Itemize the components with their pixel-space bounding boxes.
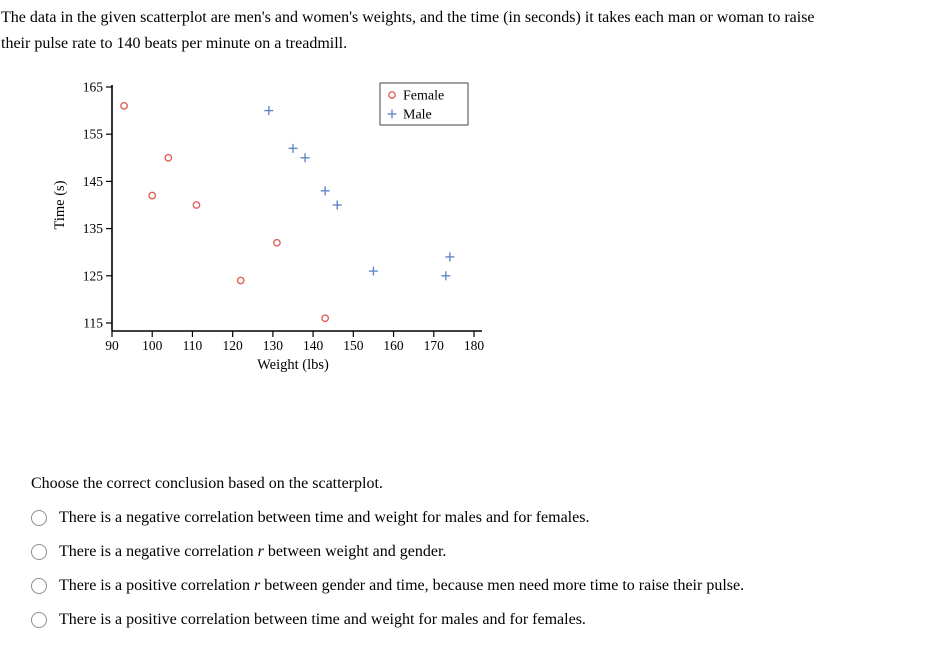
option-2-text: There is a negative correlation <box>59 543 258 560</box>
option-3-text: There is a positive correlation <box>59 577 255 594</box>
y-tick-label: 155 <box>83 127 104 142</box>
option-1-text: There is a negative correlation between … <box>59 509 590 526</box>
radio-button-option-4[interactable] <box>31 612 47 628</box>
problem-statement-line1: The data in the given scatterplot are me… <box>1 9 815 26</box>
y-tick-label: 145 <box>83 174 104 189</box>
option-3-text-post: between gender and time, because men nee… <box>260 577 745 594</box>
option-2-label: There is a negative correlation r betwee… <box>59 542 446 562</box>
question-block: Choose the correct conclusion based on t… <box>31 474 744 630</box>
option-4-text: There is a positive correlation between … <box>59 611 586 628</box>
y-tick-label: 165 <box>83 80 104 95</box>
x-tick-label: 120 <box>223 338 244 353</box>
y-tick-label: 125 <box>83 268 104 283</box>
x-tick-label: 180 <box>464 338 485 353</box>
problem-statement: The data in the given scatterplot are me… <box>1 5 925 57</box>
y-tick-label: 135 <box>83 221 104 236</box>
answer-option-4[interactable]: There is a positive correlation between … <box>31 610 744 630</box>
x-tick-label: 150 <box>343 338 364 353</box>
x-tick-label: 160 <box>383 338 404 353</box>
x-tick-label: 90 <box>105 338 119 353</box>
y-axis-label: Time (s) <box>52 180 68 229</box>
option-4-label: There is a positive correlation between … <box>59 610 586 630</box>
x-tick-label: 130 <box>263 338 284 353</box>
option-2-italic: r <box>257 543 264 560</box>
answer-option-1[interactable]: There is a negative correlation between … <box>31 508 744 528</box>
x-tick-label: 140 <box>303 338 324 353</box>
x-axis-label: Weight (lbs) <box>257 357 329 373</box>
option-1-label: There is a negative correlation between … <box>59 508 589 528</box>
problem-statement-line2: their pulse rate to 140 beats per minute… <box>1 35 348 52</box>
option-3-italic: r <box>254 577 261 594</box>
answer-option-3[interactable]: There is a positive correlation r betwee… <box>31 576 744 596</box>
question-prompt: Choose the correct conclusion based on t… <box>31 475 383 492</box>
radio-button-option-2[interactable] <box>31 544 47 560</box>
scatterplot: 115 125 135 145 155 165 90 100 110 120 130 140 150 16… <box>50 75 490 390</box>
legend-label-female: Female <box>403 89 444 104</box>
legend-box <box>379 82 469 126</box>
legend: Female Male <box>379 82 469 126</box>
series-male <box>264 106 455 281</box>
radio-button-option-3[interactable] <box>31 578 47 594</box>
answer-option-2[interactable]: There is a negative correlation r betwee… <box>31 542 744 562</box>
x-tick-label: 100 <box>142 338 163 353</box>
scatterplot-svg: 115 125 135 145 155 165 90 100 110 120 130 140 150 16… <box>52 80 485 374</box>
x-tick-label: 170 <box>424 338 445 353</box>
series-female <box>120 101 330 323</box>
radio-button-option-1[interactable] <box>31 510 47 526</box>
option-2-text-post: between weight and gender. <box>263 543 447 560</box>
legend-label-male: Male <box>403 108 432 123</box>
y-tick-label: 115 <box>83 316 103 331</box>
option-3-label: There is a positive correlation r betwee… <box>59 576 744 596</box>
x-tick-label: 110 <box>183 338 203 353</box>
